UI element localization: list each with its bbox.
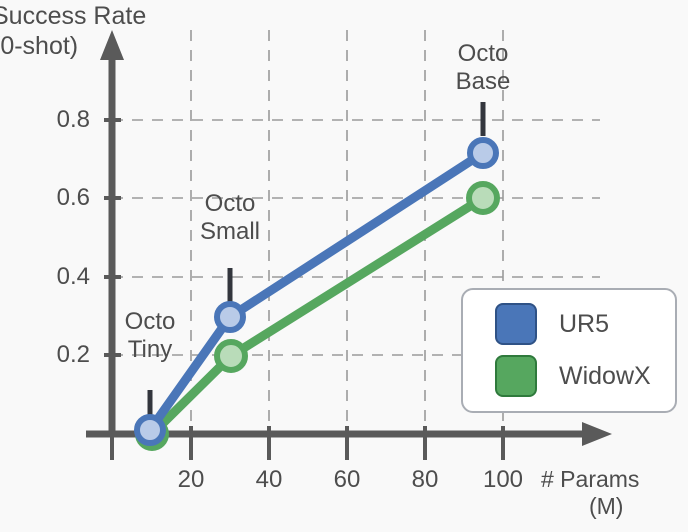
legend-swatch-ur5 bbox=[495, 303, 537, 345]
annotation-octo-tiny-line-2: Tiny bbox=[127, 336, 173, 364]
annotation-octo-small: Octo Small bbox=[170, 190, 290, 247]
x-axis-label: # Params (M) bbox=[541, 466, 639, 520]
y-tick-label-0.8: 0.8 bbox=[56, 106, 90, 133]
annotation-octo-small-line-2: Small bbox=[199, 218, 260, 246]
y-tick-label-0.2: 0.2 bbox=[56, 341, 90, 368]
y-axis-ticks bbox=[86, 118, 121, 438]
annotation-octo-base-line-1: Octo bbox=[457, 40, 509, 67]
x-tick-label-80: 80 bbox=[411, 466, 439, 493]
y-tick-label-0.4: 0.4 bbox=[56, 263, 90, 290]
x-tick-label-100: 100 bbox=[482, 466, 524, 493]
x-axis-label-line-1: # Params bbox=[541, 466, 640, 492]
annotation-octo-base-line-2: Base bbox=[455, 68, 511, 96]
legend-swatch-widowx bbox=[495, 355, 537, 397]
legend-label-ur5: UR5 bbox=[559, 309, 610, 338]
annotation-octo-tiny: Octo Tiny bbox=[98, 308, 202, 365]
chart-legend: UR5 WidowX bbox=[461, 288, 677, 413]
datapoint-widowx-1 bbox=[214, 339, 248, 373]
annotation-octo-base: Octo Base bbox=[423, 40, 543, 97]
datapoint-ur5-1 bbox=[214, 301, 246, 333]
series-ur5 bbox=[134, 137, 499, 446]
x-tick-label-60: 60 bbox=[333, 466, 361, 493]
y-axis bbox=[100, 30, 124, 434]
datapoint-widowx-2 bbox=[466, 181, 500, 215]
x-axis-ticks bbox=[110, 426, 505, 460]
datapoint-ur5-2 bbox=[467, 137, 499, 169]
x-axis-label-line-2: (M) bbox=[588, 493, 624, 520]
chart-title-line-1: Success Rate bbox=[0, 2, 147, 30]
x-tick-label-20: 20 bbox=[177, 466, 205, 493]
annotation-octo-small-line-1: Octo bbox=[204, 190, 256, 217]
x-tick-label-40: 40 bbox=[255, 466, 283, 493]
annotation-octo-tiny-line-1: Octo bbox=[124, 308, 176, 335]
chart-title-line-2: (0-shot) bbox=[0, 31, 79, 60]
legend-label-widowx: WidowX bbox=[559, 361, 651, 390]
datapoint-ur5-0 bbox=[134, 414, 166, 446]
legend-item-ur5[interactable]: UR5 bbox=[463, 298, 675, 350]
y-tick-label-0.6: 0.6 bbox=[56, 184, 90, 211]
legend-item-widowx[interactable]: WidowX bbox=[463, 350, 675, 402]
x-axis-arrowhead bbox=[582, 422, 612, 446]
y-axis-arrowhead bbox=[100, 30, 124, 60]
series-ur5-points bbox=[134, 137, 499, 446]
chart-title: Success Rate (0-shot) bbox=[0, 2, 146, 61]
